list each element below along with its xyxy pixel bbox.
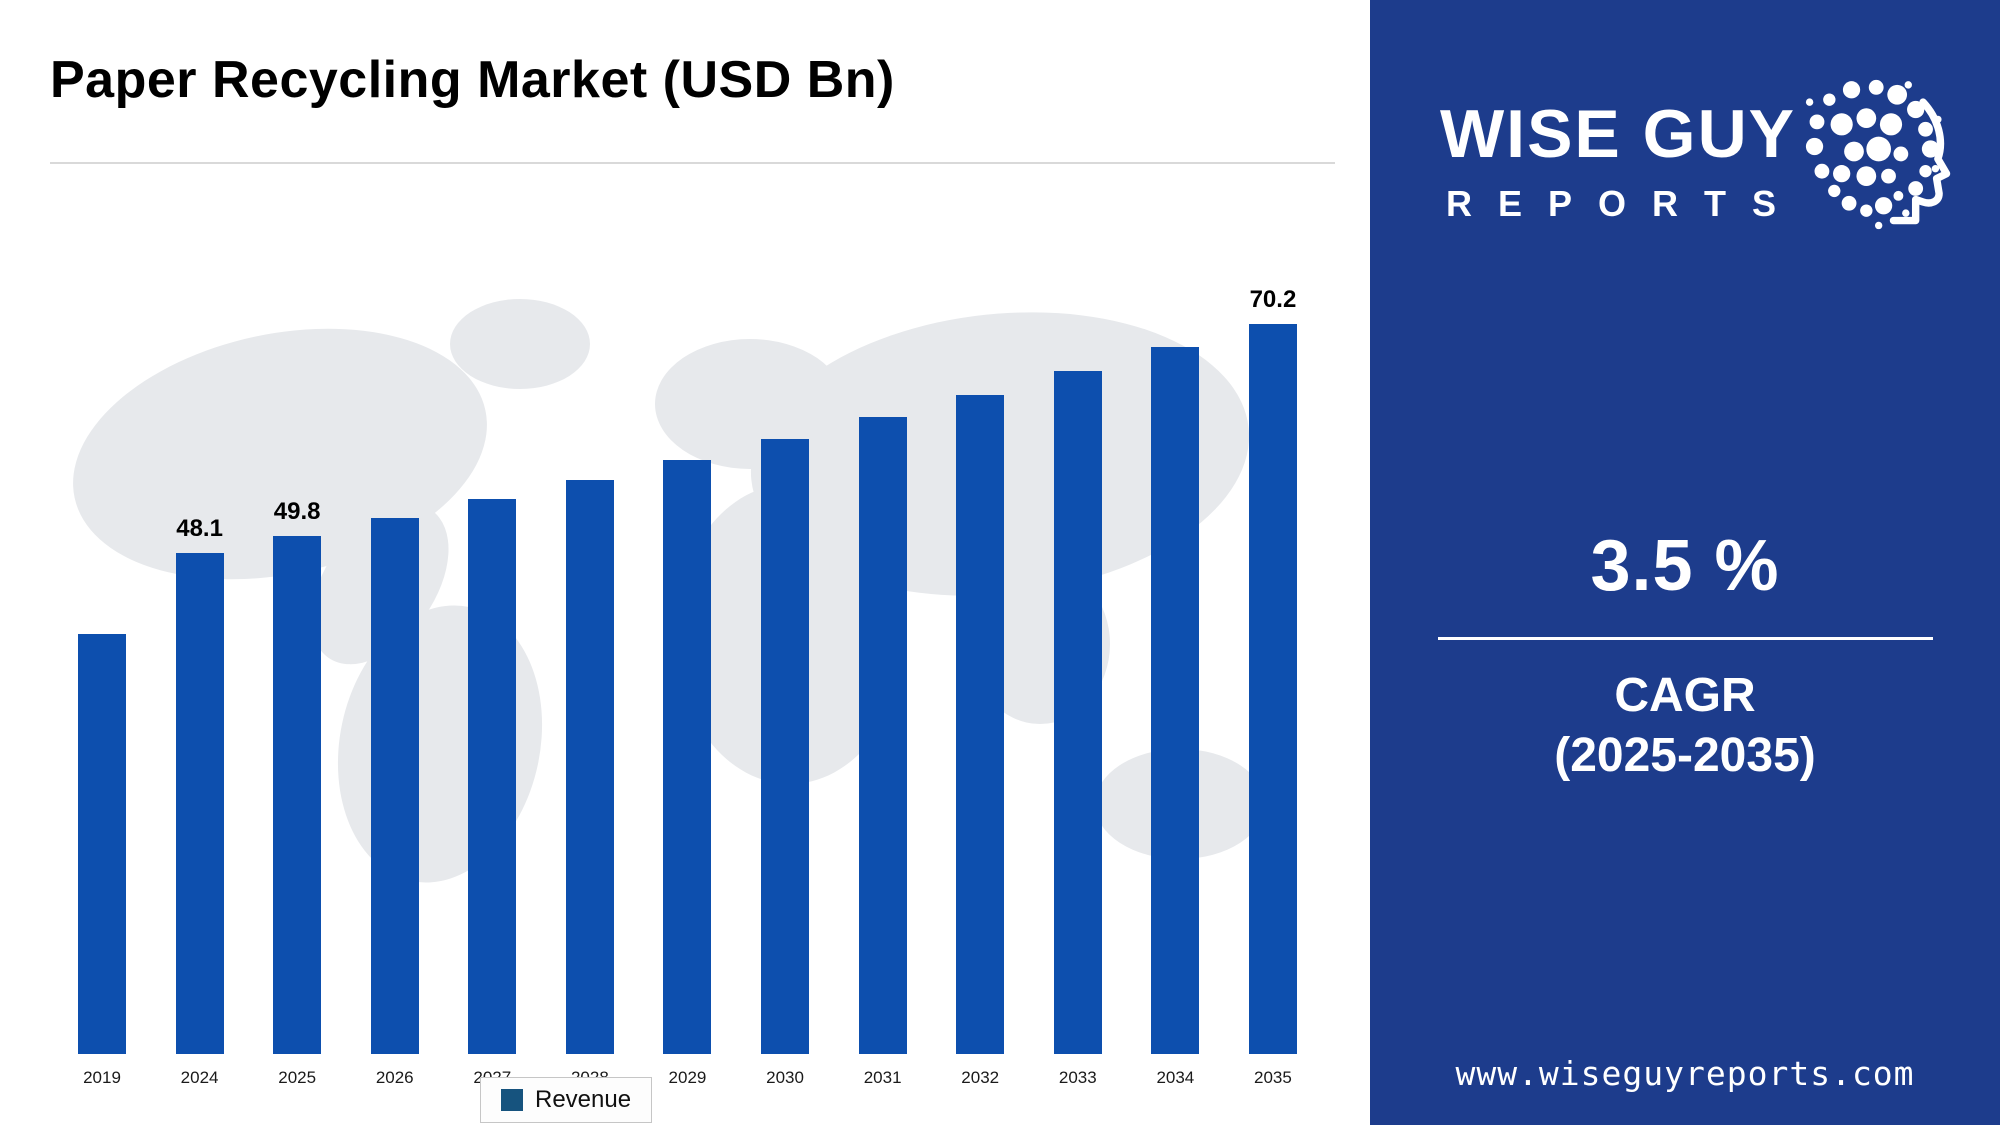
chart-title: Paper Recycling Market (USD Bn): [50, 51, 895, 109]
x-axis-label: 2024: [180, 1068, 219, 1087]
bar-group: 2028: [558, 258, 622, 1088]
bar-group: 2026: [363, 258, 427, 1088]
website-link[interactable]: www.wiseguyreports.com: [1455, 1054, 1915, 1093]
bar-group: 2033: [1046, 258, 1110, 1088]
x-axis-label: 2032: [961, 1068, 1000, 1087]
title-divider: [50, 162, 1335, 164]
cagr-value: 3.5 %: [1590, 526, 1780, 606]
bar-group: 2032: [948, 258, 1012, 1088]
bar: [761, 439, 810, 1054]
bar-value-label: 49.8: [273, 498, 321, 525]
x-axis-label: 2025: [278, 1068, 317, 1087]
bar: [175, 553, 224, 1054]
chart-legend: Revenue: [480, 1077, 653, 1123]
bar-group: 48.1 2024: [168, 258, 232, 1088]
logo-wordmark: WISE GUY: [1440, 96, 1797, 172]
head-logo-icon: [1805, 79, 1951, 230]
bar: [663, 460, 712, 1054]
x-axis-label: 2031: [863, 1068, 902, 1087]
x-axis-label: 2030: [766, 1068, 804, 1087]
bar: [1053, 371, 1102, 1054]
bar: [858, 417, 907, 1054]
x-axis-label: 2029: [668, 1068, 707, 1087]
bar-group: 2034: [1143, 258, 1207, 1088]
bar-group: 70.2 2035: [1241, 258, 1305, 1088]
cagr-label: CAGR: [1614, 669, 1756, 722]
bar: [273, 536, 322, 1054]
bar-group: 49.8 2025: [265, 258, 329, 1088]
x-axis-label: 2034: [1156, 1068, 1195, 1087]
logo-subtitle: REPORTS: [1446, 183, 1803, 224]
bar: [468, 499, 517, 1054]
cagr-range: (2025-2035): [1554, 729, 1816, 782]
bar-value-label: 48.1: [176, 515, 223, 542]
bar: [1248, 324, 1297, 1054]
wise-guy-logo: WISE GUY REPORTS: [1440, 95, 1802, 225]
x-axis-label: 2026: [375, 1068, 414, 1087]
x-axis-label: 2019: [83, 1068, 121, 1087]
legend-swatch-revenue: [501, 1089, 523, 1111]
x-axis-label: 2033: [1058, 1068, 1097, 1087]
bar-group: 2029: [655, 258, 719, 1088]
bar-group: 2030: [753, 258, 817, 1088]
x-axis-label: 2035: [1254, 1068, 1292, 1087]
bar: [956, 395, 1005, 1054]
bar-group: 2019: [70, 258, 134, 1088]
side-panel: WISE GUY REPORTS 3.5 % CAGR: [1370, 0, 2000, 1125]
bar: [370, 518, 419, 1054]
bar-group: 2031: [851, 258, 915, 1088]
bar-plot: 2019 48.1 2024 49.8 2025 2026 2027 2028 2029 2030…: [70, 258, 1305, 1088]
bar: [1151, 347, 1200, 1054]
bar: [565, 480, 614, 1054]
bar-value-label: 70.2: [1249, 286, 1297, 313]
cagr-divider: [1437, 637, 1933, 640]
bar-chart: 2019 48.1 2024 49.8 2025 2026 2027 2028 2029 2030…: [50, 164, 1340, 1123]
legend-label-revenue: Revenue: [535, 1086, 632, 1113]
chart-section: Paper Recycling Market (USD Bn) 2019: [50, 51, 1340, 1123]
bar: [78, 634, 126, 1054]
cagr-block: 3.5 % CAGR (2025-2035): [1370, 525, 2000, 786]
bar-group: 2027: [460, 258, 524, 1088]
